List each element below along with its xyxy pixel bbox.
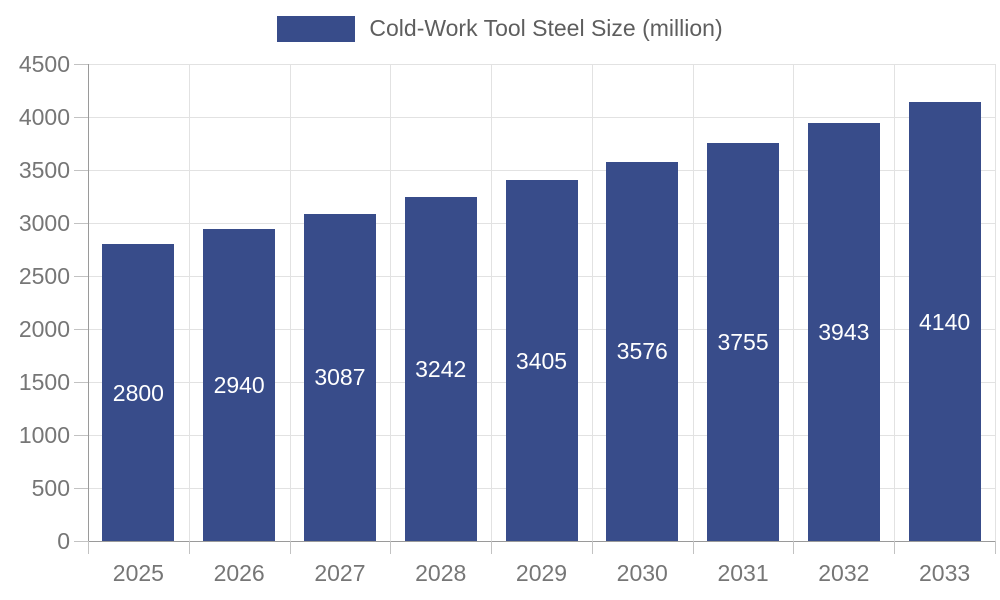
- y-tick-label: 4500: [18, 51, 70, 77]
- bar-value-label: 3405: [515, 347, 568, 374]
- x-tick: [591, 541, 593, 554]
- legend[interactable]: Cold-Work Tool Steel Size (million): [0, 15, 1000, 42]
- y-tick: [74, 117, 88, 118]
- x-tick-label: 2030: [616, 560, 668, 586]
- y-tick-label: 2000: [18, 316, 70, 342]
- bar: [102, 244, 175, 541]
- gridline-vertical: [793, 64, 795, 541]
- x-tick: [390, 541, 392, 554]
- bar: [303, 213, 376, 541]
- bar-value-label: 3943: [818, 319, 870, 346]
- x-tick: [995, 541, 996, 554]
- gridline-vertical: [188, 64, 190, 541]
- bar: [203, 229, 276, 541]
- x-tick: [491, 541, 493, 554]
- y-tick: [74, 541, 88, 542]
- gridline-horizontal: [88, 117, 995, 118]
- x-tick-label: 2028: [415, 560, 467, 586]
- y-axis-line: [88, 64, 89, 541]
- y-tick-label: 3000: [18, 210, 70, 236]
- bar: [707, 142, 780, 541]
- gridline-vertical: [995, 64, 996, 541]
- gridline-vertical: [692, 64, 694, 541]
- x-tick-label: 2026: [213, 560, 265, 586]
- bar-value-label: 3087: [314, 364, 366, 391]
- x-tick-label: 2032: [818, 560, 870, 586]
- bar-value-label: 3576: [616, 338, 668, 365]
- bar-value-label: 3755: [717, 328, 769, 355]
- x-tick: [88, 541, 89, 554]
- x-tick-label: 2027: [314, 560, 366, 586]
- gridline-vertical: [491, 64, 493, 541]
- y-tick-label: 3500: [18, 157, 70, 183]
- bar-value-label: 3242: [415, 356, 467, 383]
- x-tick: [894, 541, 896, 554]
- x-axis-line: [88, 541, 995, 542]
- y-tick: [74, 488, 88, 489]
- y-tick: [74, 223, 88, 224]
- bar: [505, 180, 578, 541]
- x-tick: [188, 541, 190, 554]
- x-tick-label: 2029: [515, 560, 568, 586]
- x-tick: [793, 541, 795, 554]
- bar: [606, 161, 679, 541]
- gridline-vertical: [894, 64, 896, 541]
- y-tick: [74, 64, 88, 65]
- y-tick-label: 4000: [18, 104, 70, 130]
- x-tick-label: 2025: [112, 560, 164, 586]
- bar: [807, 123, 880, 541]
- gridline-vertical: [591, 64, 593, 541]
- gridline-horizontal: [88, 170, 995, 171]
- y-tick-label: 1500: [18, 369, 70, 395]
- x-tick: [692, 541, 694, 554]
- y-tick-label: 0: [57, 528, 70, 554]
- bar-value-label: 2800: [112, 379, 164, 406]
- y-tick: [74, 329, 88, 330]
- y-tick: [74, 276, 88, 277]
- x-tick-label: 2033: [919, 560, 971, 586]
- bar-value-label: 2940: [213, 372, 265, 399]
- y-tick: [74, 170, 88, 171]
- x-tick-label: 2031: [717, 560, 769, 586]
- y-tick-label: 1000: [18, 422, 70, 448]
- y-tick: [74, 382, 88, 383]
- y-tick: [74, 435, 88, 436]
- legend-label: Cold-Work Tool Steel Size (million): [369, 15, 723, 41]
- bar-value-label: 4140: [919, 308, 971, 335]
- gridline-vertical: [390, 64, 392, 541]
- gridline-horizontal: [88, 64, 995, 65]
- gridline-vertical: [289, 64, 291, 541]
- legend-swatch: [277, 15, 356, 42]
- bar: [908, 102, 981, 541]
- bar: [404, 197, 477, 541]
- y-tick-label: 500: [31, 475, 70, 501]
- y-tick-label: 2500: [18, 263, 70, 289]
- x-tick: [289, 541, 291, 554]
